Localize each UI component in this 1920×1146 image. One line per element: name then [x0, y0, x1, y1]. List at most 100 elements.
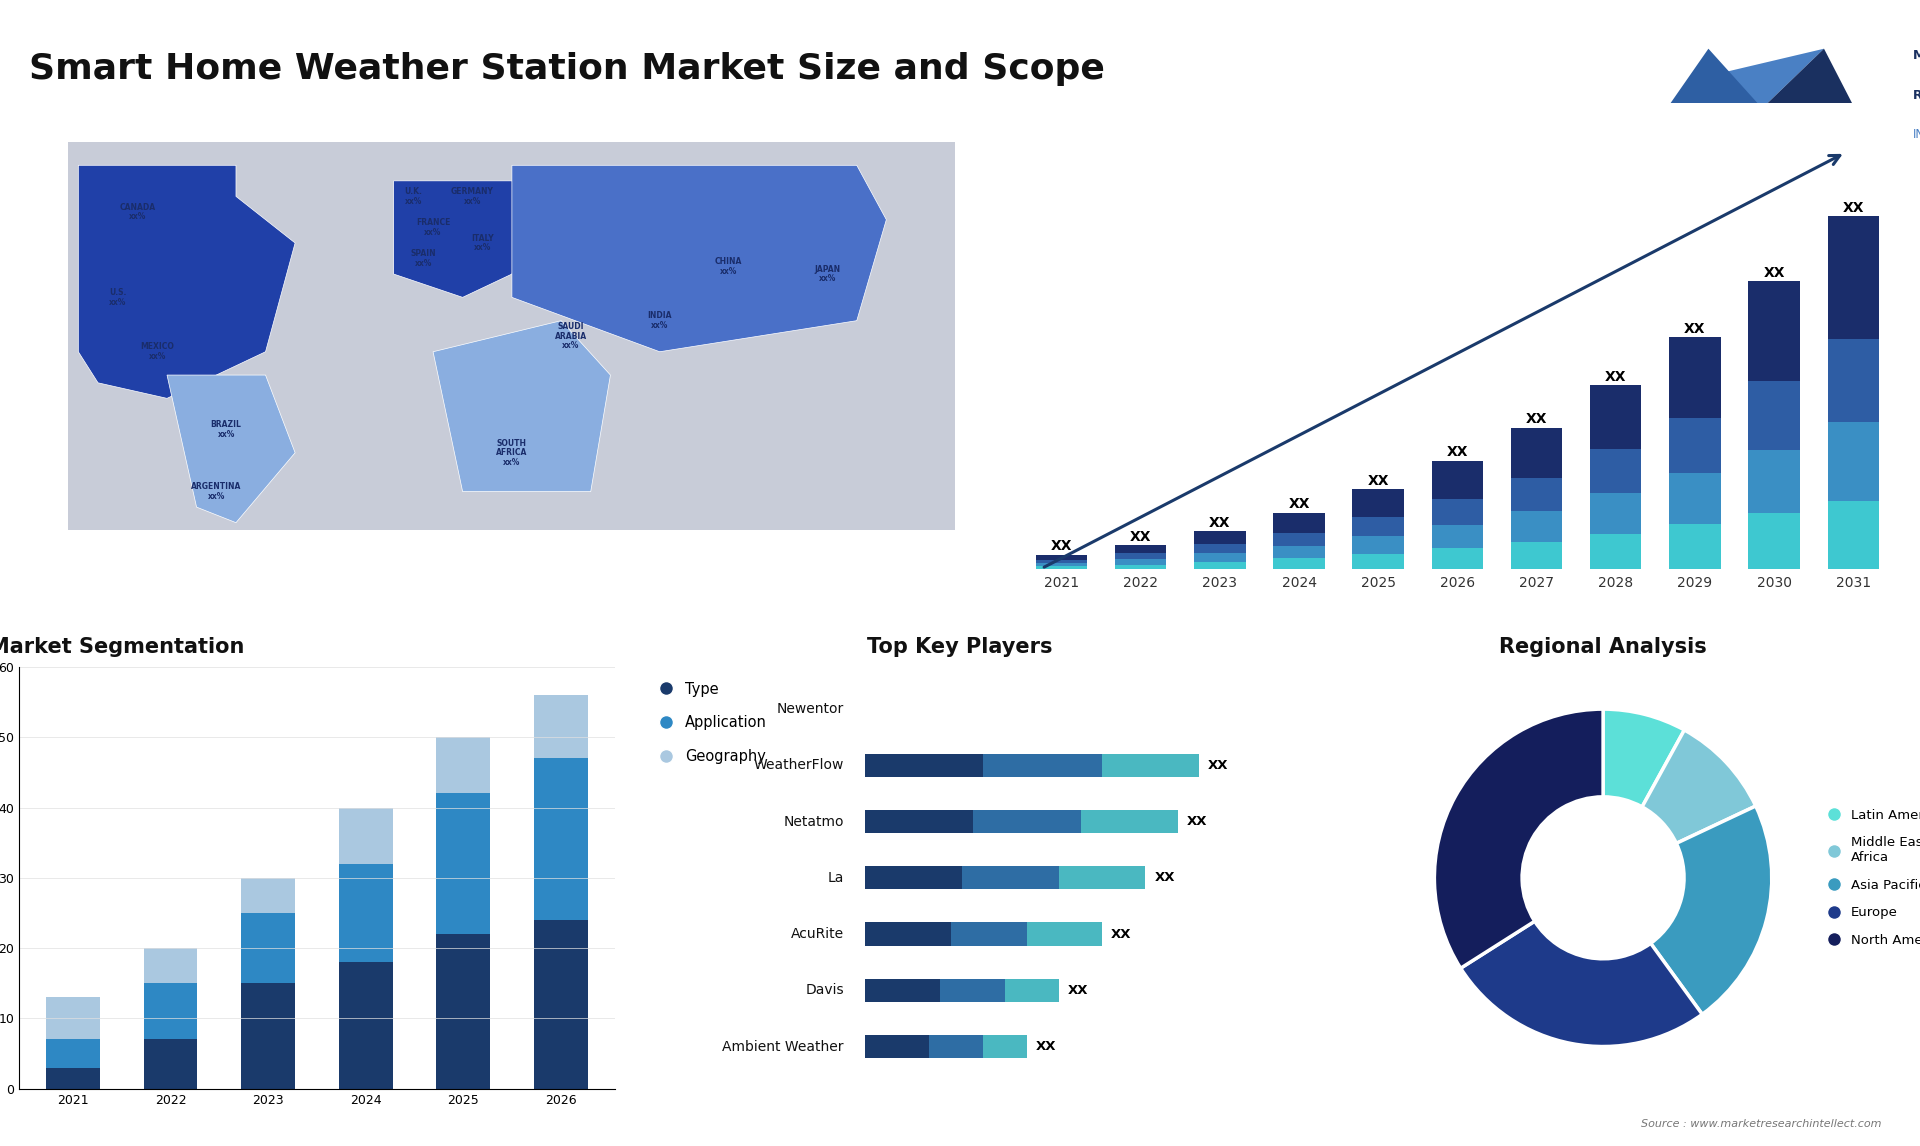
Polygon shape: [1763, 48, 1878, 154]
Bar: [1828, 422, 1880, 501]
Bar: [864, 810, 973, 833]
Bar: [338, 808, 392, 864]
Bar: [962, 866, 1060, 889]
Text: XX: XX: [1050, 540, 1071, 554]
Text: Newentor: Newentor: [776, 702, 845, 716]
Polygon shape: [1697, 48, 1824, 109]
Bar: [144, 1039, 198, 1089]
Text: XX: XX: [1208, 759, 1229, 772]
Bar: [864, 923, 950, 945]
Bar: [1432, 525, 1482, 549]
Polygon shape: [434, 321, 611, 492]
Text: Market Segmentation: Market Segmentation: [0, 637, 246, 657]
Text: XX: XX: [1763, 266, 1786, 280]
Bar: [1828, 339, 1880, 422]
Bar: [1035, 559, 1087, 563]
Text: FRANCE
xx%: FRANCE xx%: [417, 218, 451, 237]
Bar: [941, 979, 1004, 1002]
Bar: [1352, 536, 1404, 554]
Bar: [1352, 554, 1404, 570]
Bar: [1116, 565, 1165, 570]
Bar: [338, 864, 392, 963]
Bar: [1194, 531, 1246, 544]
Text: MARKET: MARKET: [1912, 48, 1920, 62]
Text: CHINA
xx%: CHINA xx%: [714, 257, 743, 276]
Text: WeatherFlow: WeatherFlow: [753, 759, 845, 772]
Bar: [1668, 525, 1720, 570]
Bar: [1081, 810, 1177, 833]
Bar: [1352, 489, 1404, 517]
Wedge shape: [1603, 709, 1684, 807]
Text: XX: XX: [1843, 201, 1864, 215]
Bar: [1511, 511, 1563, 542]
Bar: [1668, 418, 1720, 473]
Text: XX: XX: [1684, 322, 1705, 336]
Bar: [1273, 545, 1325, 558]
Bar: [1273, 533, 1325, 545]
Text: XX: XX: [1605, 369, 1626, 384]
Text: SAUDI
ARABIA
xx%: SAUDI ARABIA xx%: [555, 322, 588, 351]
Text: ARGENTINA
xx%: ARGENTINA xx%: [192, 482, 242, 501]
Bar: [1027, 923, 1102, 945]
Polygon shape: [79, 165, 296, 399]
Text: BRAZIL
xx%: BRAZIL xx%: [211, 421, 242, 439]
Bar: [242, 913, 296, 983]
Text: Source : www.marketresearchintellect.com: Source : www.marketresearchintellect.com: [1642, 1118, 1882, 1129]
Bar: [1828, 217, 1880, 339]
Legend: Type, Application, Geography: Type, Application, Geography: [651, 674, 774, 771]
Bar: [1668, 473, 1720, 525]
Bar: [534, 759, 588, 920]
Text: XX: XX: [1288, 497, 1309, 511]
Bar: [1590, 385, 1642, 449]
Text: AcuRite: AcuRite: [791, 927, 845, 941]
Bar: [1749, 513, 1799, 570]
Text: SOUTH
AFRICA
xx%: SOUTH AFRICA xx%: [495, 439, 528, 466]
Bar: [1668, 337, 1720, 418]
Bar: [1352, 517, 1404, 536]
Bar: [46, 997, 100, 1039]
Bar: [1432, 549, 1482, 570]
Bar: [144, 948, 198, 983]
Text: MEXICO
xx%: MEXICO xx%: [140, 343, 175, 361]
Bar: [436, 793, 490, 934]
Bar: [950, 923, 1027, 945]
Text: Smart Home Weather Station Market Size and Scope: Smart Home Weather Station Market Size a…: [29, 52, 1104, 86]
Text: XX: XX: [1210, 516, 1231, 529]
Text: XX: XX: [1035, 1041, 1056, 1053]
Bar: [534, 920, 588, 1089]
Text: U.S.
xx%: U.S. xx%: [109, 288, 127, 307]
Bar: [534, 696, 588, 759]
Bar: [1116, 559, 1165, 565]
Bar: [1432, 461, 1482, 499]
Bar: [1116, 545, 1165, 554]
Wedge shape: [1434, 709, 1603, 968]
Wedge shape: [1642, 730, 1755, 843]
Bar: [864, 979, 941, 1002]
Bar: [1432, 499, 1482, 525]
Bar: [1511, 427, 1563, 478]
Bar: [864, 1035, 929, 1058]
Bar: [1035, 566, 1087, 570]
Text: U.K.
xx%: U.K. xx%: [405, 187, 422, 206]
Text: SPAIN
xx%: SPAIN xx%: [411, 249, 436, 268]
Polygon shape: [394, 181, 532, 297]
Bar: [1511, 478, 1563, 511]
Bar: [864, 866, 962, 889]
Title: Regional Analysis: Regional Analysis: [1500, 637, 1707, 657]
Text: Netatmo: Netatmo: [783, 815, 845, 829]
Bar: [1116, 554, 1165, 559]
Text: XX: XX: [1129, 529, 1152, 544]
Text: La: La: [828, 871, 845, 885]
Bar: [1590, 493, 1642, 534]
Bar: [144, 983, 198, 1039]
Polygon shape: [1636, 48, 1763, 154]
Bar: [1749, 382, 1799, 449]
Bar: [1511, 542, 1563, 570]
Bar: [1273, 558, 1325, 570]
Polygon shape: [167, 375, 296, 523]
Polygon shape: [513, 165, 887, 352]
Text: INTELLECT: INTELLECT: [1912, 127, 1920, 141]
Text: JAPAN
xx%: JAPAN xx%: [814, 265, 841, 283]
Text: Ambient Weather: Ambient Weather: [722, 1039, 845, 1053]
Bar: [1004, 979, 1060, 1002]
